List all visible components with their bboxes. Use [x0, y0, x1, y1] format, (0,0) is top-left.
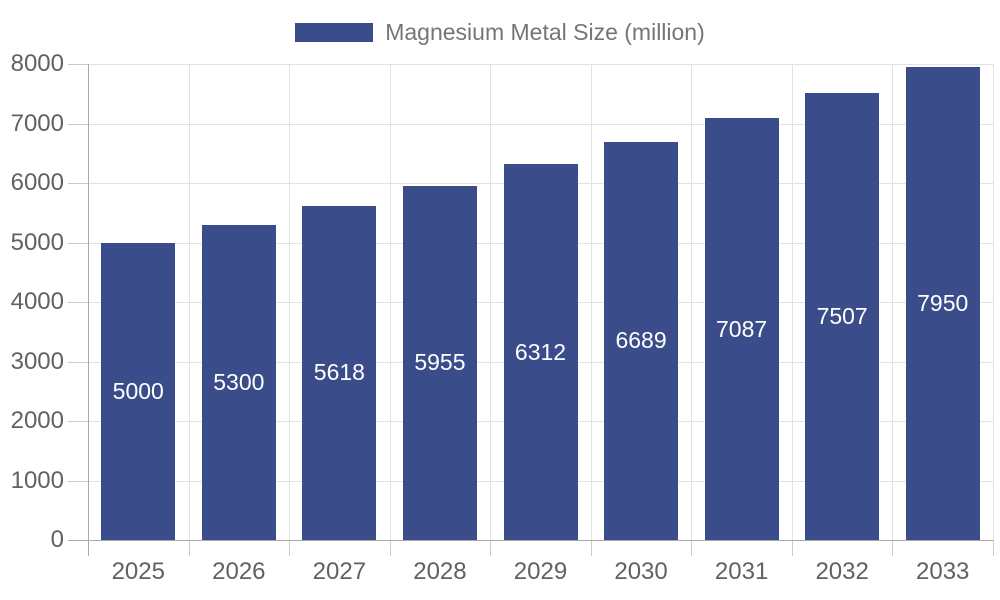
y-tick-label: 1000 — [10, 466, 64, 494]
bar-value-label: 7507 — [816, 303, 868, 330]
y-tick-label: 6000 — [10, 169, 64, 196]
y-tick-label: 5000 — [10, 228, 64, 256]
x-axis-tick — [289, 540, 291, 556]
y-axis-tick — [68, 123, 88, 125]
gridline-vertical — [892, 64, 894, 540]
y-axis-tick — [68, 361, 88, 363]
x-tick-label: 2026 — [212, 558, 266, 585]
y-tick-label: 3000 — [10, 347, 64, 375]
y-axis-tick — [68, 480, 88, 482]
gridline-vertical — [691, 64, 693, 540]
bar-value-label: 5955 — [414, 349, 466, 376]
x-tick-label: 2032 — [815, 558, 869, 585]
y-axis-tick — [68, 302, 88, 303]
gridline-vertical — [289, 64, 291, 540]
x-axis-tick — [791, 540, 793, 556]
x-tick-label: 2025 — [111, 558, 165, 585]
y-axis-tick — [68, 242, 88, 244]
legend[interactable]: Magnesium Metal Size (million) — [0, 17, 1000, 47]
bar-2029: 6312 — [503, 164, 578, 540]
bar-2031: 7087 — [704, 118, 779, 540]
x-tick-label: 2030 — [614, 558, 668, 585]
gridline-vertical — [490, 64, 492, 540]
gridline-horizontal — [88, 123, 993, 125]
y-axis-tick — [68, 183, 88, 184]
bar-value-label: 6689 — [615, 327, 667, 354]
x-axis-tick — [691, 540, 693, 556]
y-tick-label: 0 — [50, 526, 64, 553]
x-tick-label: 2027 — [312, 558, 367, 585]
x-axis-tick — [590, 540, 592, 556]
bar-2027: 5618 — [302, 205, 377, 540]
x-axis-tick — [188, 540, 190, 556]
bar-value-label: 5000 — [112, 377, 164, 404]
gridline-vertical — [791, 64, 793, 540]
y-tick-label: 8000 — [10, 50, 64, 77]
y-tick-label: 4000 — [10, 288, 64, 315]
gridline-vertical — [993, 64, 994, 540]
legend-label: Magnesium Metal Size (million) — [385, 18, 705, 45]
x-tick-label: 2033 — [916, 558, 970, 585]
y-tick-label: 2000 — [10, 407, 64, 434]
bar-2033: 7950 — [905, 66, 980, 540]
x-tick-label: 2031 — [714, 558, 769, 585]
x-axis-tick — [993, 540, 994, 556]
y-axis-tick — [68, 64, 88, 65]
bar-value-label: 5300 — [213, 368, 265, 395]
legend-swatch-icon — [295, 22, 374, 42]
bar-2026: 5300 — [201, 224, 276, 540]
bar-value-label: 7950 — [917, 289, 969, 316]
bar-2025: 5000 — [101, 242, 176, 540]
y-axis-line — [88, 64, 89, 556]
x-axis-tick — [389, 540, 391, 556]
x-axis-tick — [892, 540, 894, 556]
bar-value-label: 5618 — [313, 359, 365, 386]
x-axis-line — [68, 540, 993, 541]
bar-2028: 5955 — [402, 185, 477, 540]
gridline-vertical — [188, 64, 190, 540]
x-tick-label: 2029 — [513, 558, 568, 585]
bar-value-label: 7087 — [716, 315, 768, 342]
gridline-vertical — [389, 64, 391, 540]
bar-2032: 7507 — [805, 93, 880, 540]
gridline-horizontal — [88, 64, 993, 65]
y-tick-label: 7000 — [10, 109, 64, 137]
y-axis-tick — [68, 421, 88, 422]
gridline-vertical — [590, 64, 592, 540]
bar-2030: 6689 — [604, 142, 679, 540]
x-tick-label: 2028 — [413, 558, 467, 585]
bar-value-label: 6312 — [514, 338, 567, 365]
x-axis-tick — [490, 540, 492, 556]
